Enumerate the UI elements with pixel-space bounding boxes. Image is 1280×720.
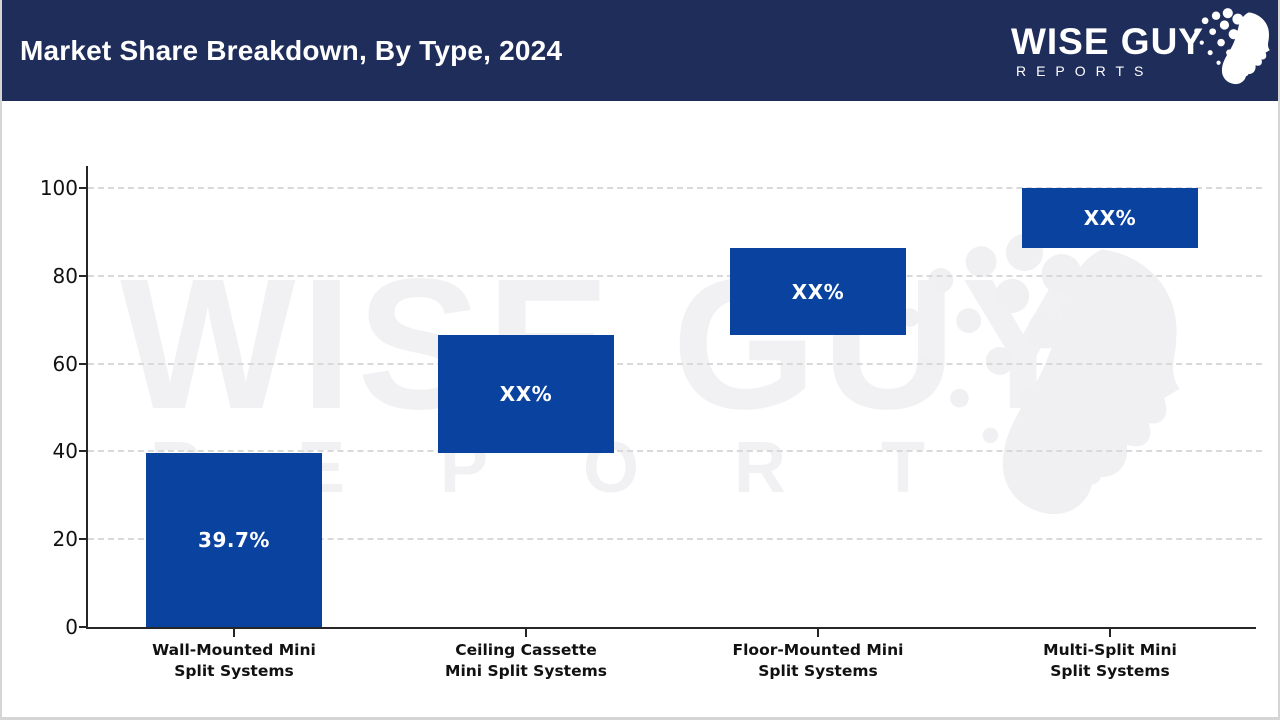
bar-value-label: XX% (791, 279, 845, 304)
x-axis-category-label: Floor-Mounted Mini Split Systems (732, 641, 904, 681)
bar-value-label: 39.7% (198, 527, 270, 552)
gridline-100 (88, 186, 1262, 189)
x-axis-category-label: Multi-Split Mini Split Systems (1043, 641, 1177, 681)
y-axis-tick-mark (79, 626, 88, 628)
x-axis-tick-mark (1109, 629, 1111, 637)
gridline-20 (88, 538, 1262, 541)
head-profile-dots-icon (1194, 7, 1270, 84)
bar-segment: 39.7% (146, 452, 322, 627)
bar-segment: XX% (1022, 187, 1198, 249)
y-axis-tick-label: 100 (39, 175, 78, 200)
y-axis-tick-mark (79, 450, 88, 453)
bar-value-label: XX% (499, 381, 553, 406)
bar-value-label: XX% (1083, 206, 1137, 230)
brand-subtitle: REPORTS (1015, 63, 1154, 79)
x-axis-tick-mark (233, 629, 235, 637)
y-axis-tick-mark (79, 186, 88, 189)
app-header: Market Share Breakdown, By Type, 2024 WI… (0, 0, 1280, 101)
bar-segment: XX% (730, 248, 906, 336)
gridline-80 (88, 274, 1262, 277)
watermark-head-profile-dots-icon (900, 233, 1180, 515)
x-axis-tick-mark (525, 629, 527, 637)
y-axis-tick-label: 60 (52, 351, 78, 376)
x-axis-line (86, 627, 1256, 629)
brand-logo: WISE GUY REPORTS (1011, 7, 1280, 94)
gridline-60 (88, 362, 1262, 365)
y-axis-tick-label: 0 (65, 615, 78, 639)
brand-name: WISE GUY (1010, 21, 1204, 62)
y-axis-line (86, 166, 88, 629)
x-axis-category-label: Wall-Mounted Mini Split Systems (152, 641, 316, 681)
page-title: Market Share Breakdown, By Type, 2024 (20, 34, 563, 66)
brand-logo-text: WISE GUY REPORTS (1011, 23, 1204, 78)
y-axis-tick-label: 80 (52, 263, 78, 288)
x-axis-category-label: Ceiling Cassette Mini Split Systems (445, 641, 607, 681)
bar-segment: XX% (438, 335, 614, 453)
x-axis-tick-mark (817, 629, 819, 637)
y-axis-tick-label: 20 (52, 527, 78, 552)
y-axis-tick-label: 40 (52, 439, 78, 464)
y-axis-tick-mark (79, 538, 88, 541)
y-axis-tick-mark (79, 274, 88, 277)
gridline-40 (88, 450, 1262, 453)
y-axis-tick-mark (79, 362, 88, 365)
